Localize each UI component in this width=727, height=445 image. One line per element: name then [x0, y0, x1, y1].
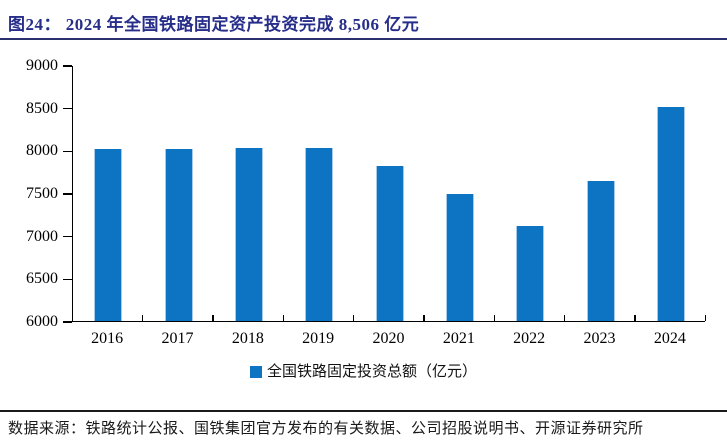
x-axis-label: 2023	[583, 330, 616, 347]
bar-2017	[164, 149, 193, 321]
x-axis-tick	[212, 315, 214, 321]
y-axis-tick	[62, 65, 72, 67]
y-axis-label: 7000	[26, 227, 58, 245]
x-axis-tick	[282, 315, 284, 321]
legend-marker-square-icon	[249, 366, 262, 378]
x-axis-label: 2020	[372, 330, 405, 347]
x-axis-tick	[634, 315, 636, 321]
bar-2018	[234, 147, 263, 321]
bar-2016	[94, 149, 123, 321]
chart-legend: 全国铁路固定投资总额（亿元）	[0, 364, 727, 380]
y-axis-label: 7500	[26, 185, 58, 202]
y-axis-tick	[62, 193, 72, 195]
x-axis-label: 2022	[513, 330, 546, 347]
bar-2019	[305, 147, 334, 321]
data-source-text: 数据来源：铁路统计公报、国铁集团官方发布的有关数据、公司招股说明书、开源证券研究…	[8, 421, 644, 437]
y-axis-label: 8000	[26, 142, 58, 160]
y-axis-label: 6000	[26, 313, 58, 330]
y-axis-tick	[62, 150, 72, 153]
source-divider	[0, 410, 727, 412]
y-axis-tick	[62, 278, 72, 281]
x-axis-label: 2024	[653, 330, 686, 347]
x-axis-label: 2017	[161, 330, 194, 347]
x-axis-label: 2018	[231, 330, 264, 347]
plot-area	[62, 65, 706, 323]
y-axis-tick	[62, 321, 72, 323]
x-axis-tick	[352, 315, 355, 321]
x-axis-tick	[493, 315, 495, 321]
y-axis-tick	[62, 235, 72, 238]
y-axis-label: 6500	[26, 270, 58, 288]
y-axis-label: 8500	[26, 99, 58, 117]
x-axis-tick	[704, 315, 706, 321]
bar-2021	[445, 193, 474, 321]
y-axis-label: 9000	[26, 57, 58, 74]
x-axis-tick	[141, 315, 144, 321]
x-axis-tick	[423, 315, 425, 321]
x-axis-label: 2019	[302, 330, 335, 347]
bar-2024	[656, 107, 685, 321]
figure-title: 图24： 2024 年全国铁路固定资产投资完成 8,506 亿元	[8, 15, 420, 34]
y-axis-tick	[62, 107, 72, 110]
legend-label: 全国铁路固定投资总额（亿元）	[266, 364, 477, 380]
x-axis-tick	[563, 315, 566, 321]
x-axis-label: 2016	[91, 330, 124, 347]
bar-2022	[516, 226, 545, 321]
x-axis-label: 2021	[442, 330, 475, 347]
bar-2020	[375, 165, 404, 321]
title-underline	[0, 38, 727, 40]
bar-2023	[586, 180, 615, 321]
